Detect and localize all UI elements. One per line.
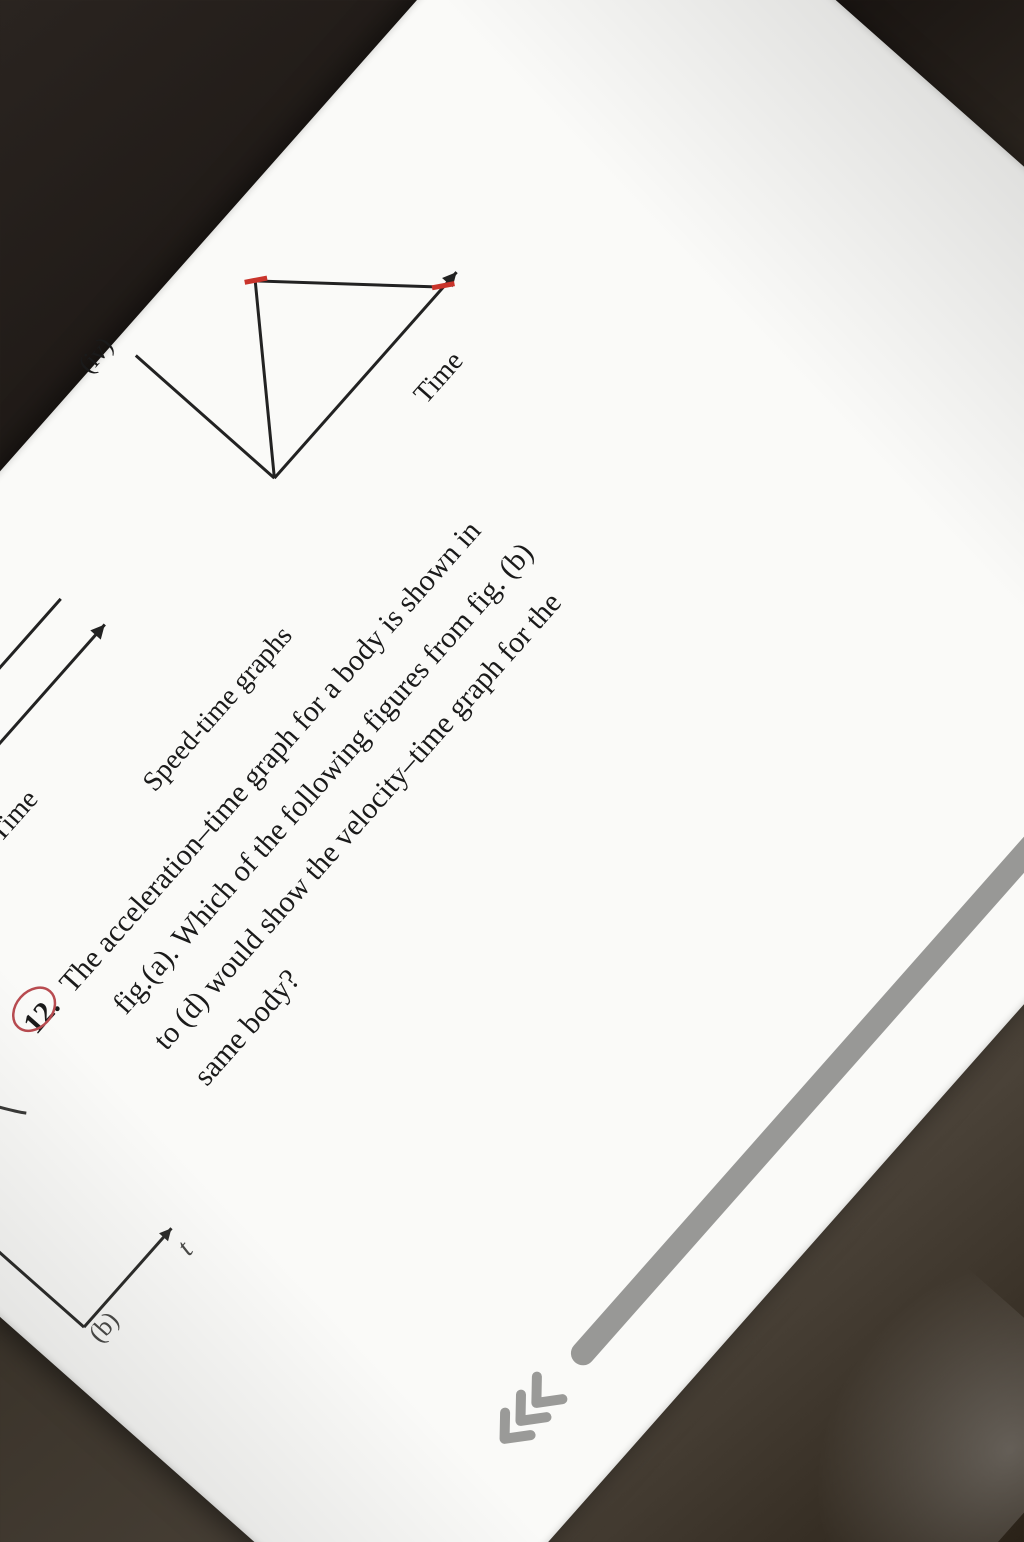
footer-bar xyxy=(566,785,1024,1370)
chevrons-icon xyxy=(482,1362,580,1463)
textbook-page: graphs B (b) t (iii) xyxy=(0,0,1024,1542)
graph-iv-svg xyxy=(95,125,493,532)
